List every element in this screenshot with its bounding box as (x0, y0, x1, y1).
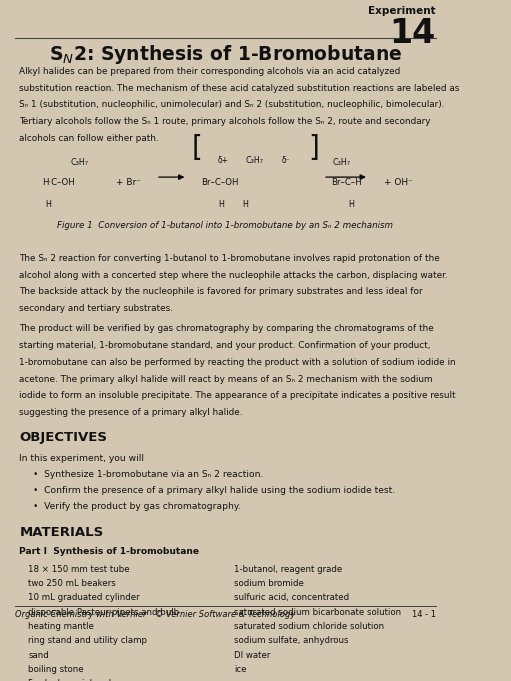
Text: H·C–OH: H·C–OH (42, 178, 75, 187)
Text: In this experiment, you will: In this experiment, you will (19, 454, 144, 463)
Text: + Br⁻: + Br⁻ (115, 178, 141, 187)
Text: δ⁻: δ⁻ (282, 156, 290, 165)
Text: Br–C–OH: Br–C–OH (201, 178, 238, 187)
Text: [: [ (192, 133, 203, 162)
Text: 1-butanol, reagent grade: 1-butanol, reagent grade (235, 565, 342, 573)
Text: H: H (348, 200, 354, 208)
Text: + OH⁻: + OH⁻ (384, 178, 413, 187)
Text: Part I  Synthesis of 1-bromobutane: Part I Synthesis of 1-bromobutane (19, 548, 199, 556)
Text: substitution reaction. The mechanism of these acid catalyzed substitution reacti: substitution reaction. The mechanism of … (19, 84, 460, 93)
Text: C₃H₇: C₃H₇ (71, 159, 89, 168)
Text: ]: ] (308, 133, 319, 162)
Text: H: H (218, 200, 224, 208)
Text: Organic Chemistry with Vernier: Organic Chemistry with Vernier (15, 609, 146, 618)
Text: ring stand and utility clamp: ring stand and utility clamp (28, 636, 147, 646)
Text: saturated sodium bicarbonate solution: saturated sodium bicarbonate solution (235, 607, 402, 616)
Text: secondary and tertiary substrates.: secondary and tertiary substrates. (19, 304, 173, 313)
Text: disposable Pasteur pipets and bulb: disposable Pasteur pipets and bulb (28, 607, 179, 616)
Text: two 250 mL beakers: two 250 mL beakers (28, 579, 116, 588)
Text: sulfuric acid, concentrated: sulfuric acid, concentrated (235, 593, 350, 602)
Text: Sₙ 1 (substitution, nucleophilic, unimolecular) and Sₙ 2 (substitution, nucleoph: Sₙ 1 (substitution, nucleophilic, unimol… (19, 101, 445, 110)
Text: H: H (45, 200, 52, 208)
Text: suggesting the presence of a primary alkyl halide.: suggesting the presence of a primary alk… (19, 408, 243, 417)
Text: iodide to form an insoluble precipitate. The appearance of a precipitate indicat: iodide to form an insoluble precipitate.… (19, 392, 456, 400)
Text: ice: ice (235, 665, 247, 674)
Text: Alkyl halides can be prepared from their corresponding alcohols via an acid cata: Alkyl halides can be prepared from their… (19, 67, 401, 76)
Text: © Vernier Software & Technology: © Vernier Software & Technology (155, 609, 295, 618)
Text: 18 × 150 mm test tube: 18 × 150 mm test tube (28, 565, 130, 573)
Text: sand: sand (28, 650, 49, 660)
Text: boiling stone: boiling stone (28, 665, 84, 674)
Text: OBJECTIVES: OBJECTIVES (19, 431, 107, 444)
Text: C₃H₇: C₃H₇ (245, 156, 264, 165)
Text: Tertiary alcohols follow the Sₙ 1 route, primary alcohols follow the Sₙ 2, route: Tertiary alcohols follow the Sₙ 1 route,… (19, 117, 431, 126)
Text: sodium bromide: sodium bromide (235, 579, 304, 588)
Text: MATERIALS: MATERIALS (19, 526, 104, 539)
Text: 14 - 1: 14 - 1 (412, 609, 436, 618)
Text: δ+: δ+ (218, 156, 228, 165)
Text: The product will be verified by gas chromatography by comparing the chromatogram: The product will be verified by gas chro… (19, 324, 434, 333)
Text: •  Verify the product by gas chromatography.: • Verify the product by gas chromatograp… (33, 503, 241, 511)
Text: •  Confirm the presence of a primary alkyl halide using the sodium iodide test.: • Confirm the presence of a primary alky… (33, 486, 395, 495)
Text: DI water: DI water (235, 650, 271, 660)
Text: Br–C–H: Br–C–H (331, 178, 361, 187)
Text: 1-bromobutane can also be performed by reacting the product with a solution of s: 1-bromobutane can also be performed by r… (19, 358, 456, 367)
Text: The backside attack by the nucleophile is favored for primary substrates and les: The backside attack by the nucleophile i… (19, 287, 423, 296)
Text: acetone. The primary alkyl halide will react by means of an Sₙ 2 mechanism with : acetone. The primary alkyl halide will r… (19, 375, 433, 383)
Text: •  Synthesize 1-bromobutane via an Sₙ 2 reaction.: • Synthesize 1-bromobutane via an Sₙ 2 r… (33, 470, 263, 479)
Text: Experiment: Experiment (368, 5, 436, 16)
Text: heating mantle: heating mantle (28, 622, 94, 631)
Text: Figure 1  Conversion of 1-butanol into 1-bromobutane by an Sₙ 2 mechanism: Figure 1 Conversion of 1-butanol into 1-… (57, 221, 393, 229)
Text: H: H (243, 200, 248, 208)
Text: saturated sodium chloride solution: saturated sodium chloride solution (235, 622, 384, 631)
Text: C₃H₇: C₃H₇ (333, 159, 351, 168)
Text: 14: 14 (390, 17, 436, 50)
Text: starting material, 1-bromobutane standard, and your product. Confirmation of you: starting material, 1-bromobutane standar… (19, 341, 431, 350)
Text: sodium sulfate, anhydrous: sodium sulfate, anhydrous (235, 636, 349, 646)
Text: 10 mL graduated cylinder: 10 mL graduated cylinder (28, 593, 140, 602)
Text: The Sₙ 2 reaction for converting 1-butanol to 1-bromobutane involves rapid proto: The Sₙ 2 reaction for converting 1-butan… (19, 254, 440, 263)
Text: alcohol along with a concerted step where the nucleophile attacks the carbon, di: alcohol along with a concerted step wher… (19, 270, 448, 280)
Text: S$_N$2: Synthesis of 1-Bromobutane: S$_N$2: Synthesis of 1-Bromobutane (49, 43, 402, 66)
Text: alcohols can follow either path.: alcohols can follow either path. (19, 134, 159, 143)
Text: 5 mL glass vial and cap: 5 mL glass vial and cap (28, 679, 130, 681)
